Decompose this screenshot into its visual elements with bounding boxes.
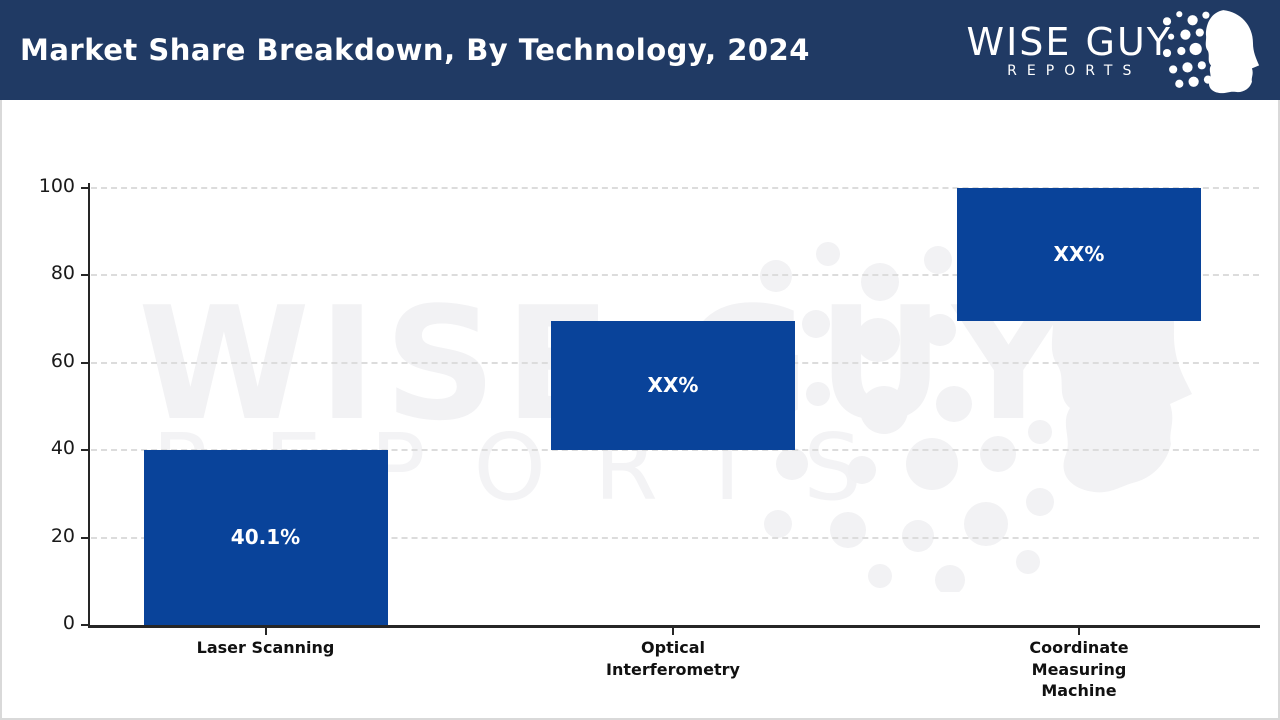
chart-figure: WISE GUY REPORTS 0 20 40 60 80 100 40 [0, 100, 1280, 720]
y-axis-tick [81, 624, 89, 626]
x-category-label: Coordinate Measuring Machine [969, 637, 1189, 702]
bar-value-label: XX% [647, 373, 699, 398]
y-tick-label: 100 [38, 175, 75, 197]
header-bar: Market Share Breakdown, By Technology, 2… [0, 0, 1280, 100]
wiseguy-logo: WISE GUY REPORTS [967, 6, 1262, 96]
y-axis-tick [81, 536, 89, 539]
gridline [91, 536, 1259, 539]
y-tick-label: 40 [50, 437, 75, 460]
x-axis-tick [264, 628, 267, 635]
gridline [91, 274, 1259, 277]
page-title: Market Share Breakdown, By Technology, 2… [20, 33, 810, 67]
y-tick-label: 80 [50, 262, 75, 285]
y-axis-tick [81, 187, 89, 189]
bar-value-label: 40.1% [230, 525, 301, 550]
bar: XX% [957, 188, 1201, 321]
bar: XX% [551, 320, 795, 450]
logo-text: WISE GUY REPORTS [966, 19, 1172, 80]
x-category-label: Optical Interferometry [563, 637, 783, 680]
x-category-label-text: Laser Scanning [196, 638, 335, 657]
y-tick-label: 60 [50, 349, 75, 372]
logo-wordmark: WISE GUY [966, 19, 1172, 64]
bar-value-label: XX% [1053, 242, 1105, 267]
y-tick-label: 0 [62, 612, 75, 634]
y-axis-tick [81, 274, 89, 277]
wiseguy-head-icon [1162, 10, 1260, 94]
x-axis-line [88, 625, 1260, 628]
gridline [91, 449, 1259, 452]
x-category-label-text: Coordinate Measuring Machine [1029, 638, 1129, 701]
x-category-label-text: Optical Interferometry [606, 638, 740, 679]
x-axis-tick [1078, 628, 1080, 635]
bar: 40.1% [143, 449, 388, 625]
y-axis-tick [81, 361, 89, 364]
x-category-label: Laser Scanning [156, 637, 376, 659]
plot-area: 0 20 40 60 80 100 40.1% XX% XX% Laser Scanning Opt… [2, 100, 1278, 718]
gridline [91, 187, 1259, 189]
y-tick-label: 20 [50, 524, 75, 547]
logo-subtitle: REPORTS [1007, 63, 1142, 80]
y-axis-line [88, 183, 90, 627]
x-axis-tick [672, 628, 674, 635]
y-axis-tick [81, 449, 89, 452]
